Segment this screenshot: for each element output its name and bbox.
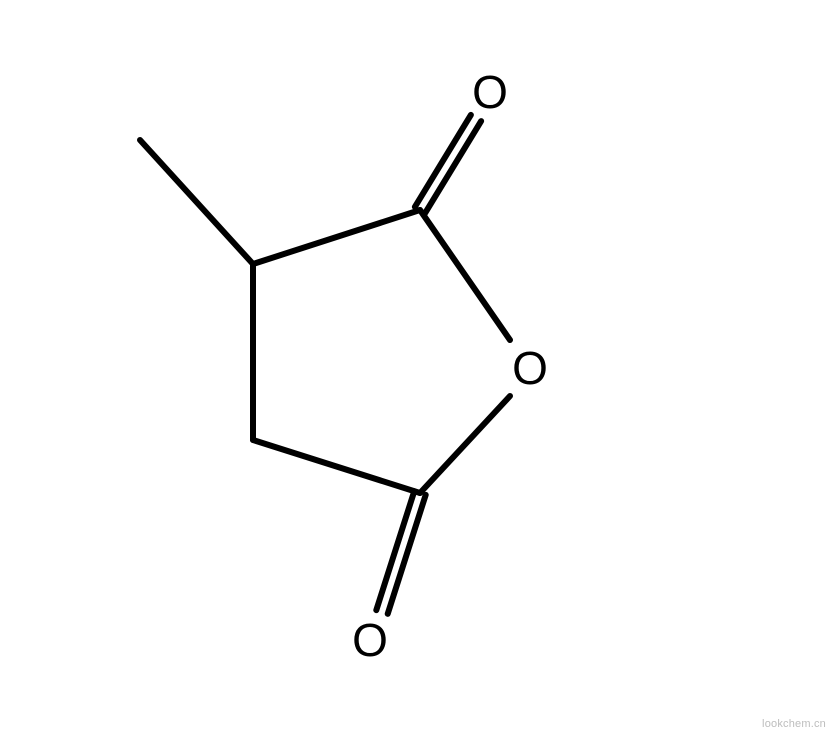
atom-label-o_bottom: O	[352, 617, 388, 663]
atom-label-o_ring: O	[512, 345, 548, 391]
atom-label-o_top: O	[472, 69, 508, 115]
bond-layer	[0, 0, 832, 734]
structure-canvas: O O O	[0, 0, 832, 734]
watermark-text: lookchem.cn	[762, 718, 826, 730]
